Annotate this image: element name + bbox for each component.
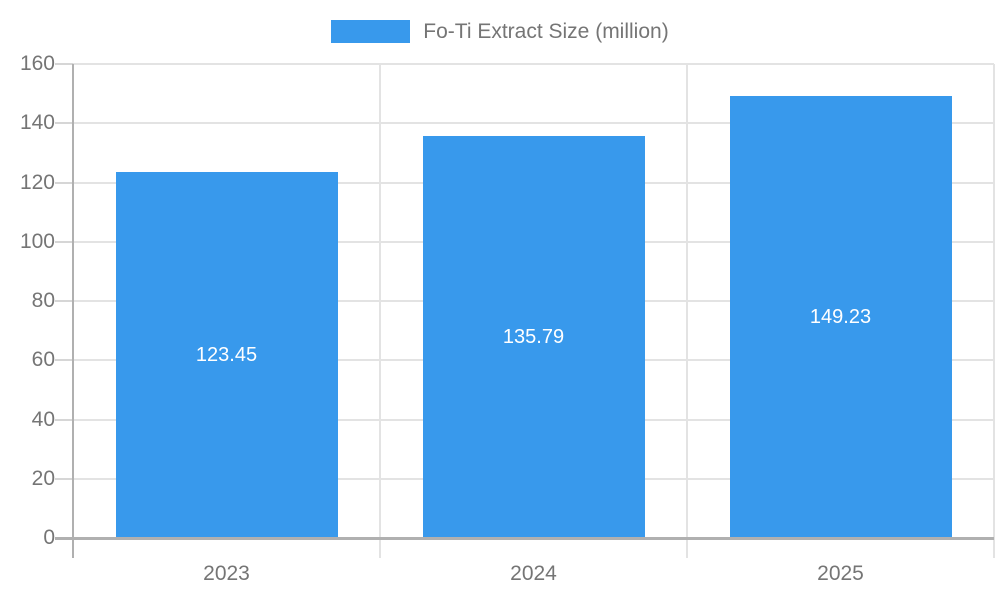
y-tick-label: 40 (31, 407, 55, 431)
x-tick-label: 2023 (203, 562, 250, 585)
y-tick-mark (55, 122, 73, 125)
y-axis-line (72, 64, 74, 558)
y-tick-mark (55, 181, 73, 184)
v-gridline (379, 64, 381, 558)
v-gridline (686, 64, 688, 558)
y-tick-label: 60 (31, 348, 55, 372)
y-tick-label: 120 (19, 170, 55, 194)
y-tick-mark (55, 477, 73, 480)
x-tick-label: 2024 (510, 562, 557, 585)
y-tick-label: 0 (43, 526, 55, 549)
h-gridline (73, 122, 994, 125)
legend-label: Fo-Ti Extract Size (million) (423, 20, 669, 43)
y-tick-label: 140 (19, 111, 55, 135)
legend[interactable]: Fo-Ti Extract Size (million) (0, 17, 1000, 46)
x-axis-line (55, 537, 994, 540)
v-gridline (993, 64, 995, 558)
legend-swatch (331, 20, 411, 43)
y-tick-label: 160 (19, 52, 55, 75)
bar-value-label: 123.45 (195, 344, 258, 367)
bar-2025[interactable] (729, 95, 952, 538)
h-gridline (73, 63, 994, 65)
bar-2023[interactable] (115, 172, 338, 538)
y-tick-label: 20 (31, 466, 55, 490)
x-tick-label: 2025 (817, 562, 864, 585)
y-tick-mark (55, 418, 73, 421)
bar-value-label: 149.23 (809, 305, 872, 328)
y-tick-mark (55, 300, 73, 302)
y-tick-label: 100 (19, 229, 55, 253)
y-tick-label: 80 (31, 289, 55, 312)
y-tick-mark (55, 359, 73, 362)
bar-2024[interactable] (422, 135, 645, 538)
y-tick-mark (55, 63, 73, 65)
y-tick-mark (55, 240, 73, 243)
bar-value-label: 135.79 (502, 325, 565, 348)
